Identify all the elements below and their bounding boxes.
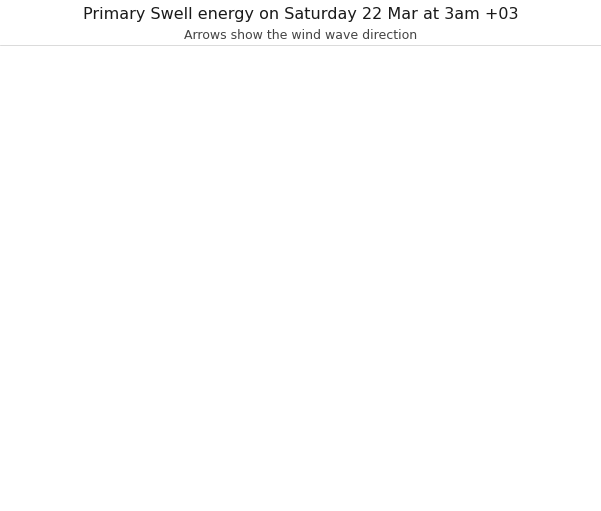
Text: Primary Swell energy on Saturday 22 Mar at 3am +03: Primary Swell energy on Saturday 22 Mar … bbox=[83, 7, 518, 22]
Text: cartopy not available: cartopy not available bbox=[227, 271, 374, 286]
Text: Arrows show the wind wave direction: Arrows show the wind wave direction bbox=[184, 29, 417, 42]
